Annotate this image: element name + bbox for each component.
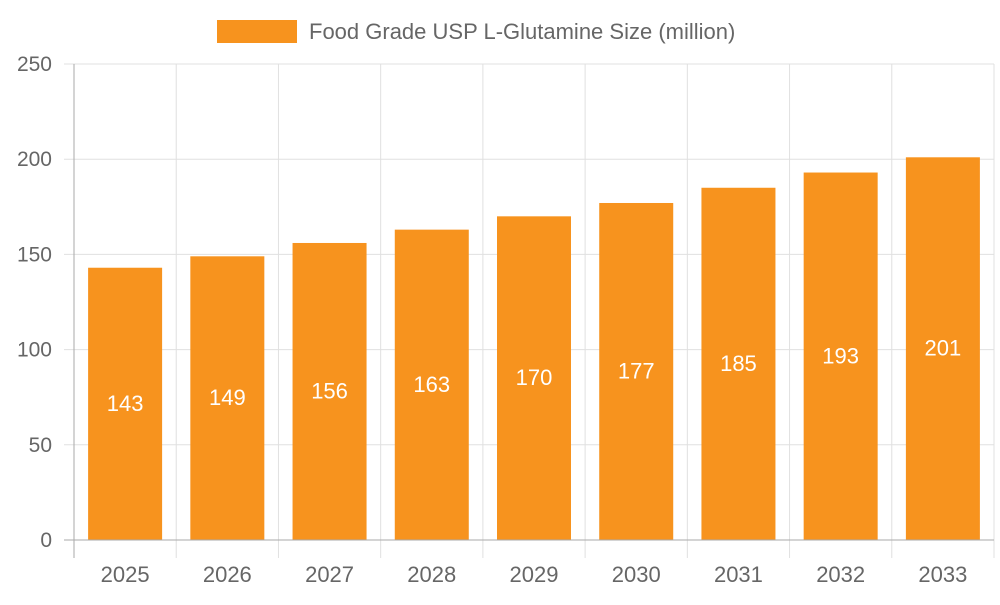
- y-tick-label: 250: [17, 53, 52, 76]
- legend-label: Food Grade USP L-Glutamine Size (million…: [309, 19, 735, 44]
- x-tick-label: 2026: [203, 562, 252, 587]
- x-tick-label: 2028: [407, 562, 456, 587]
- x-tick-label: 2029: [510, 562, 559, 587]
- x-tick-label: 2030: [612, 562, 661, 587]
- bar-2027[interactable]: [292, 242, 367, 540]
- legend-swatch: [217, 20, 297, 43]
- data-label: 201: [925, 336, 962, 361]
- data-label: 185: [720, 351, 757, 376]
- x-tick-label: 2031: [714, 562, 763, 587]
- y-tick-label: 150: [17, 243, 52, 266]
- data-label: 193: [822, 343, 859, 368]
- data-label: 177: [618, 358, 655, 383]
- y-tick-label: 100: [17, 339, 52, 362]
- data-label: 156: [311, 378, 348, 403]
- x-tick-label: 2032: [816, 562, 865, 587]
- axes: 0 50 100 150 200 250 2025 2026 2027 2028 2029 2030 2…: [17, 53, 994, 587]
- bar-2026[interactable]: [190, 256, 265, 540]
- grid-lines: [64, 63, 995, 558]
- bar-2030[interactable]: [599, 202, 674, 540]
- y-tick-label: 200: [17, 148, 52, 171]
- data-label: 143: [107, 391, 144, 416]
- y-tick-label: 50: [29, 434, 52, 457]
- bar-2031[interactable]: [701, 187, 776, 540]
- bar-2028[interactable]: [394, 229, 469, 540]
- bar-2033[interactable]: [905, 157, 980, 540]
- data-label: 149: [209, 385, 246, 410]
- x-tick-label: 2025: [101, 562, 150, 587]
- x-tick-label: 2033: [918, 562, 967, 587]
- bars: 143 149 156 163 170 177 185 193 201: [88, 157, 980, 540]
- bar-2025[interactable]: [88, 267, 163, 540]
- y-tick-label: 0: [40, 529, 52, 552]
- data-label: 163: [413, 372, 450, 397]
- bar-2029[interactable]: [497, 216, 571, 540]
- x-tick-label: 2027: [305, 562, 354, 587]
- bar-2032[interactable]: [803, 172, 878, 540]
- data-label: 170: [516, 365, 553, 390]
- legend[interactable]: Food Grade USP L-Glutamine Size (million…: [217, 19, 735, 44]
